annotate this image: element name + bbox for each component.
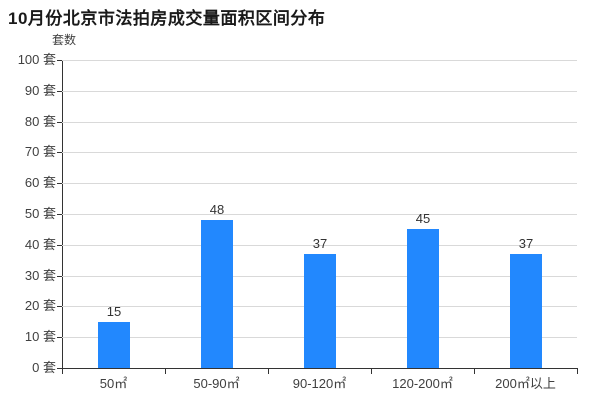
bar-value-label: 37: [518, 236, 534, 251]
bar: [201, 220, 233, 368]
y-axis-tick: [57, 368, 62, 369]
y-axis-tick: [57, 245, 62, 246]
y-axis-tick: [57, 337, 62, 338]
bar-value-label: 15: [106, 304, 122, 319]
bar: [407, 229, 439, 368]
bar: [510, 254, 542, 368]
x-axis-tick: [165, 368, 166, 374]
y-tick-label: 30 套: [24, 268, 56, 283]
x-axis-tick: [474, 368, 475, 374]
y-tick-label: 20 套: [24, 298, 56, 313]
gridline: [62, 245, 577, 246]
x-tick-label: 50-90㎡: [193, 376, 240, 391]
gridline: [62, 152, 577, 153]
gridline: [62, 122, 577, 123]
gridline: [62, 214, 577, 215]
y-axis-tick: [57, 306, 62, 307]
y-tick-label: 0 套: [32, 360, 56, 375]
gridline: [62, 183, 577, 184]
bar-value-label: 37: [312, 236, 328, 251]
y-axis-unit-label: 套数: [52, 33, 77, 47]
bar-value-label: 48: [209, 202, 225, 217]
y-axis-tick: [57, 183, 62, 184]
gridline: [62, 91, 577, 92]
y-axis-tick: [57, 60, 62, 61]
x-tick-label: 50㎡: [99, 376, 128, 391]
y-axis-tick: [57, 91, 62, 92]
bar: [98, 322, 130, 368]
y-tick-label: 100 套: [17, 52, 56, 67]
x-tick-label: 200㎡以上: [495, 376, 556, 391]
x-axis-tick: [62, 368, 63, 374]
y-axis-tick: [57, 276, 62, 277]
bar: [304, 254, 336, 368]
x-axis-tick: [371, 368, 372, 374]
y-axis-tick: [57, 214, 62, 215]
x-tick-label: 90-120㎡: [292, 376, 347, 391]
x-axis-tick: [268, 368, 269, 374]
y-tick-label: 50 套: [24, 206, 56, 221]
y-tick-label: 60 套: [24, 175, 56, 190]
y-tick-label: 10 套: [24, 329, 56, 344]
chart-title: 10月份北京市法拍房成交量面积区间分布: [8, 9, 326, 28]
y-tick-label: 90 套: [24, 83, 56, 98]
bar-value-label: 45: [415, 211, 431, 226]
gridline: [62, 60, 577, 61]
y-tick-label: 40 套: [24, 237, 56, 252]
x-axis-tick: [577, 368, 578, 374]
x-tick-label: 120-200㎡: [392, 376, 453, 391]
y-tick-label: 70 套: [24, 144, 56, 159]
y-tick-label: 80 套: [24, 114, 56, 129]
y-axis-tick: [57, 122, 62, 123]
y-axis-tick: [57, 152, 62, 153]
